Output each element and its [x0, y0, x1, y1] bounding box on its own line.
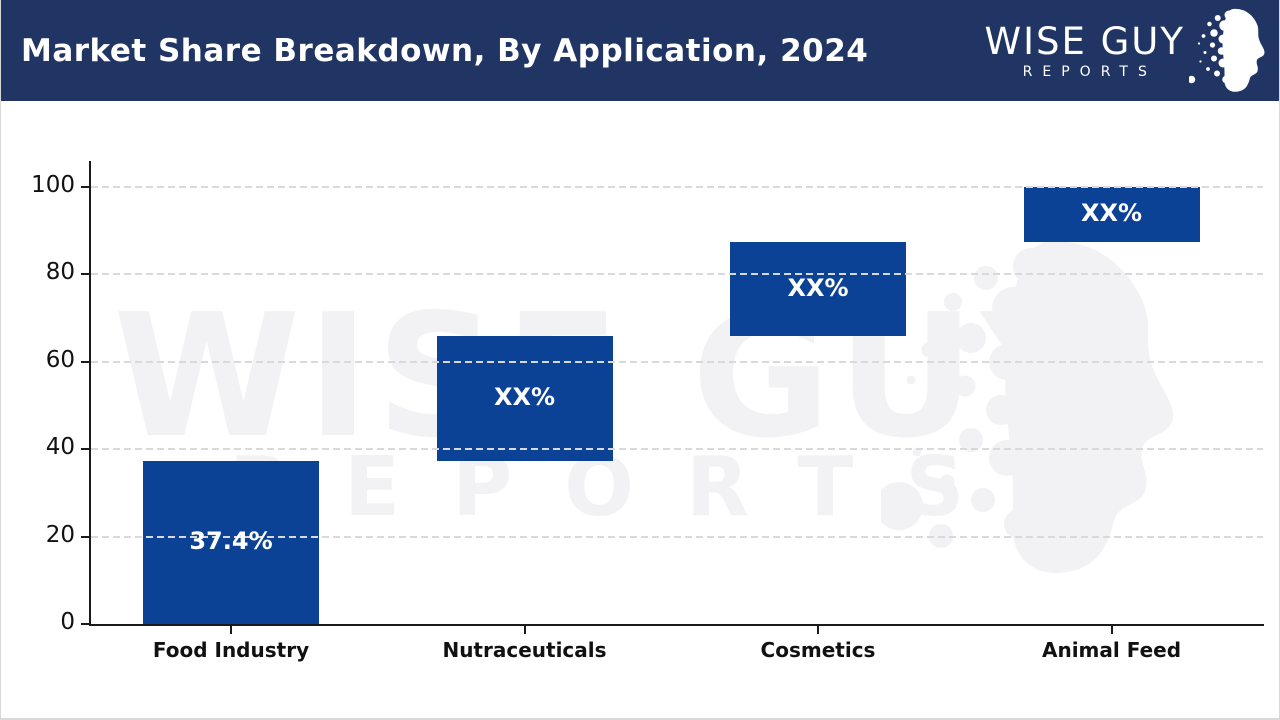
gridline-100 [91, 186, 1263, 188]
page-title: Market Share Breakdown, By Application, … [21, 32, 869, 69]
y-tick-80 [81, 273, 89, 276]
x-tick-2 [523, 626, 526, 634]
y-tick-label: 60 [45, 346, 75, 373]
logo-text: WISE GUY REPORTS [984, 20, 1185, 81]
wise-guy-reports-logo: WISE GUY REPORTS [985, 6, 1269, 96]
bar-value-label: XX% [1080, 199, 1143, 228]
logo-wordmark: WISE GUY [984, 20, 1185, 63]
x-tick-4 [1110, 626, 1113, 634]
bar-food-industry [143, 460, 319, 624]
waterfall-chart: 37.4% XX% XX% XX% 0 20 40 60 80 100 Food Industry N… [1, 101, 1279, 718]
y-tick-label: 100 [31, 172, 75, 198]
dotted-head-profile-icon [1189, 8, 1265, 92]
x-category-label: Nutraceuticals [442, 638, 607, 662]
x-category-label: Food Industry [152, 638, 310, 662]
x-category-label: Cosmetics [760, 638, 876, 662]
bar-nutraceuticals [436, 335, 613, 461]
x-tick-1 [230, 626, 232, 634]
gridline-40 [91, 448, 1263, 451]
bar-value-label: 37.4% [189, 527, 273, 556]
gridline-60 [91, 360, 1263, 363]
bar-animal-feed [1023, 187, 1200, 242]
logo-subtitle: REPORTS [1022, 64, 1157, 80]
y-tick-label: 80 [45, 259, 75, 286]
y-axis-line [89, 161, 91, 626]
x-tick-3 [817, 626, 819, 634]
y-tick-60 [81, 360, 89, 363]
gridline-80 [91, 273, 1263, 276]
y-tick-100 [81, 186, 89, 188]
y-tick-label: 20 [45, 521, 75, 548]
x-category-label: Animal Feed [1041, 638, 1182, 662]
y-tick-40 [81, 448, 89, 451]
y-tick-label: 0 [60, 609, 75, 635]
y-tick-label: 40 [45, 434, 75, 461]
bar-value-label: XX% [493, 383, 556, 412]
gridline-20 [91, 535, 1263, 538]
header-bar: Market Share Breakdown, By Application, … [1, 0, 1279, 101]
x-axis-line [89, 624, 1264, 626]
y-tick-20 [81, 535, 89, 538]
bar-cosmetics [730, 241, 906, 336]
bar-value-label: XX% [787, 273, 849, 302]
y-tick-0 [81, 623, 89, 625]
